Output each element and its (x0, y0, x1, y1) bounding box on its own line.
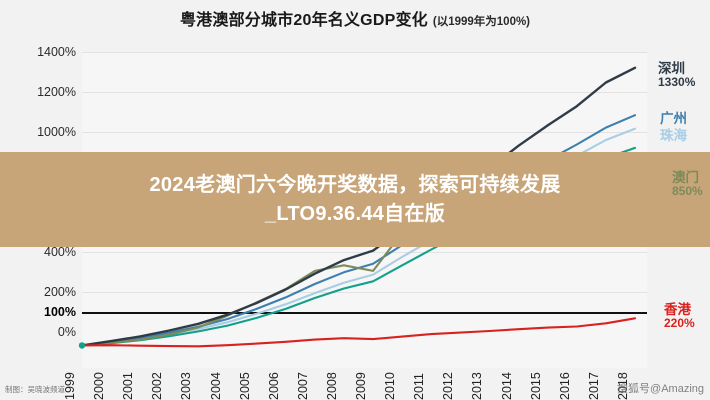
series-label-hongkong-value: 220% (664, 316, 695, 331)
x-tick-2015: 2015 (528, 372, 543, 400)
ytick-200: 200% (44, 285, 76, 299)
x-tick-2011: 2011 (412, 373, 427, 400)
x-tick-2006: 2006 (266, 372, 281, 400)
x-tick-2016: 2016 (557, 372, 572, 400)
gridline-1000 (82, 132, 647, 133)
series-start-marker (78, 342, 86, 349)
series-label-hongkong: 香港 220% (664, 302, 695, 331)
chart-title: 粤港澳部分城市20年名义GDP变化 (以1999年为100%) (0, 6, 710, 30)
series-label-macau: 澳门 850% (672, 170, 703, 199)
series-label-shenzhen-name: 深圳 (658, 61, 685, 76)
ytick-1400: 1400% (37, 45, 76, 59)
x-tick-1999: 1999 (63, 372, 77, 400)
series-line-香港 (80, 317, 637, 348)
gridline-1200 (82, 92, 647, 93)
series-label-zhuhai-name: 珠海 (660, 128, 687, 143)
series-label-shenzhen-value: 1330% (658, 75, 696, 90)
x-tick-2002: 2002 (150, 372, 165, 400)
series-label-guangzhou: 广州 (660, 111, 687, 126)
chart-title-subtitle: (以1999年为100%) (432, 16, 531, 28)
watermark-band (0, 152, 710, 247)
series-label-macau-value: 850% (672, 184, 703, 199)
series-label-guangzhou-name: 广州 (660, 111, 687, 126)
series-label-macau-name: 澳门 (672, 170, 699, 185)
watermark-line-1: 2024老澳门六今晚开奖数据，探索可持续发展 (149, 173, 561, 196)
gridline-1400 (82, 52, 647, 53)
x-tick-2010: 2010 (383, 372, 398, 400)
series-label-shenzhen: 深圳 1330% (658, 61, 696, 90)
x-tick-2007: 2007 (295, 372, 310, 400)
ytick-1200: 1200% (37, 85, 76, 99)
series-line-深圳 (80, 66, 637, 347)
x-tick-2013: 2013 (470, 372, 485, 400)
ytick-100: 100% (44, 305, 76, 319)
watermark-band-text: 2024老澳门六今晚开奖数据，探索可持续发展 _LTO9.36.44自在版 (0, 152, 710, 247)
chart-title-main: 粤港澳部分城市20年名义GDP变化 (179, 12, 428, 29)
x-tick-2003: 2003 (179, 372, 194, 400)
ytick-1000: 1000% (37, 125, 76, 139)
watermark-line-2: _LTO9.36.44自在版 (264, 202, 446, 225)
series-label-zhuhai: 珠海 (660, 128, 687, 143)
x-tick-2005: 2005 (237, 372, 252, 400)
x-tick-2017: 2017 (586, 372, 601, 400)
x-tick-2014: 2014 (499, 372, 514, 400)
chart-credit: 制图：吴晓波频道 (5, 385, 65, 394)
baseline-100 (82, 312, 647, 314)
x-axis: 1999 2000 2001 2002 2003 2004 2005 2006 2007 2008… (63, 368, 647, 400)
gridline-200 (82, 292, 647, 293)
x-tick-2012: 2012 (441, 372, 456, 400)
x-tick-2008: 2008 (324, 372, 339, 400)
x-tick-2000: 2000 (92, 372, 107, 400)
x-tick-2009: 2009 (354, 372, 369, 400)
ytick-400: 400% (44, 245, 76, 259)
x-tick-2004: 2004 (208, 372, 223, 400)
x-tick-2001: 2001 (121, 372, 136, 400)
ytick-0: 0% (57, 325, 76, 339)
series-label-hongkong-name: 香港 (664, 302, 691, 317)
source-watermark: 搜狐号@Amazing (617, 383, 704, 395)
